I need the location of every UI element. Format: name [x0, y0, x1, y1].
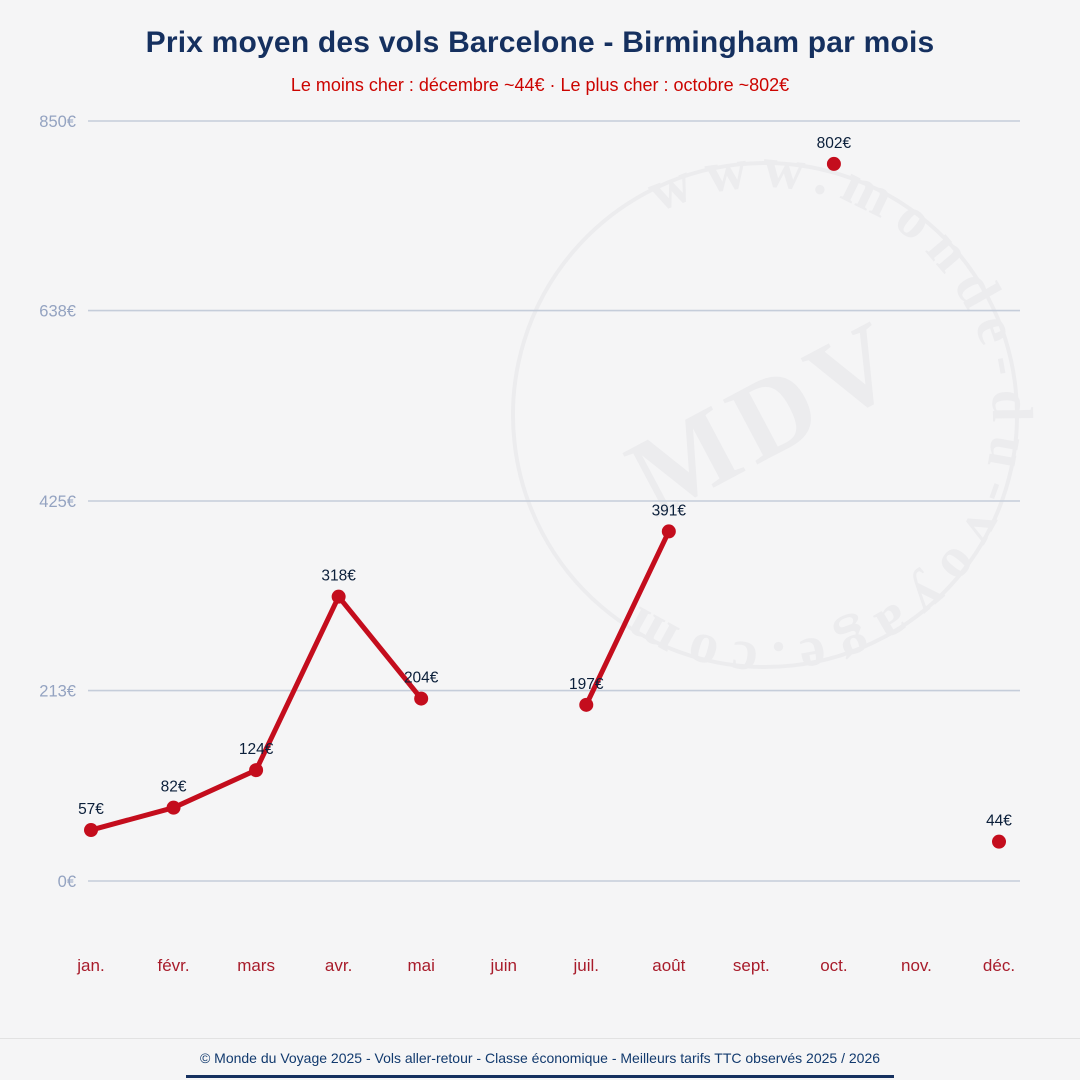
y-tick-label: 850€ — [39, 113, 76, 131]
data-point — [826, 156, 841, 171]
data-point-label: 124€ — [239, 741, 274, 758]
x-tick-label: avr. — [325, 956, 352, 975]
x-tick-label: juin — [489, 956, 516, 975]
data-point — [84, 823, 98, 838]
data-point-label: 197€ — [569, 676, 604, 693]
y-tick-label: 425€ — [39, 493, 76, 511]
x-tick-label: nov. — [901, 956, 932, 975]
data-point — [992, 834, 1006, 849]
data-point-label: 391€ — [652, 502, 687, 519]
x-tick-label: mars — [237, 956, 275, 975]
x-tick-label: jan. — [76, 956, 104, 975]
data-point — [166, 800, 181, 815]
y-tick-label: 213€ — [39, 683, 76, 701]
x-tick-label: oct. — [820, 956, 847, 975]
x-tick-label: août — [652, 956, 685, 975]
x-tick-label: déc. — [983, 956, 1015, 975]
data-point-label: 802€ — [817, 135, 852, 152]
data-point — [579, 697, 594, 712]
x-tick-label: juil. — [573, 956, 600, 975]
data-point — [249, 763, 264, 778]
data-point-label: 82€ — [161, 779, 187, 796]
data-point — [414, 691, 429, 706]
x-tick-label: févr. — [157, 956, 189, 975]
data-point-label: 44€ — [986, 813, 1012, 830]
line-segment — [583, 528, 672, 708]
data-point-label: 57€ — [78, 801, 104, 818]
data-point-label: 204€ — [404, 670, 439, 687]
y-tick-label: 638€ — [39, 303, 76, 321]
page-title: Prix moyen des vols Barcelone - Birmingh… — [145, 26, 935, 59]
x-tick-label: mai — [407, 956, 434, 975]
chart-subtitle: Le moins cher : décembre ~44€ · Le plus … — [290, 75, 790, 95]
data-point — [661, 524, 676, 539]
x-tick-label: sept. — [733, 956, 770, 975]
footer: © Monde du Voyage 2025 - Vols aller-reto… — [0, 1038, 1080, 1078]
line-segment — [88, 594, 424, 833]
chart-layer: 850€ 638€ 425€ 213€ 0€ jan. févr. mars avr. mai ju… — [39, 113, 1020, 975]
watermark-ring — [511, 160, 1019, 669]
footer-text: © Monde du Voyage 2025 - Vols aller-reto… — [185, 1050, 895, 1078]
data-point — [331, 589, 346, 604]
data-point-label: 318€ — [321, 568, 356, 585]
y-tick-label: 0€ — [58, 873, 76, 891]
watermark: www.monde-du-voyage.com MDV — [411, 35, 1080, 781]
